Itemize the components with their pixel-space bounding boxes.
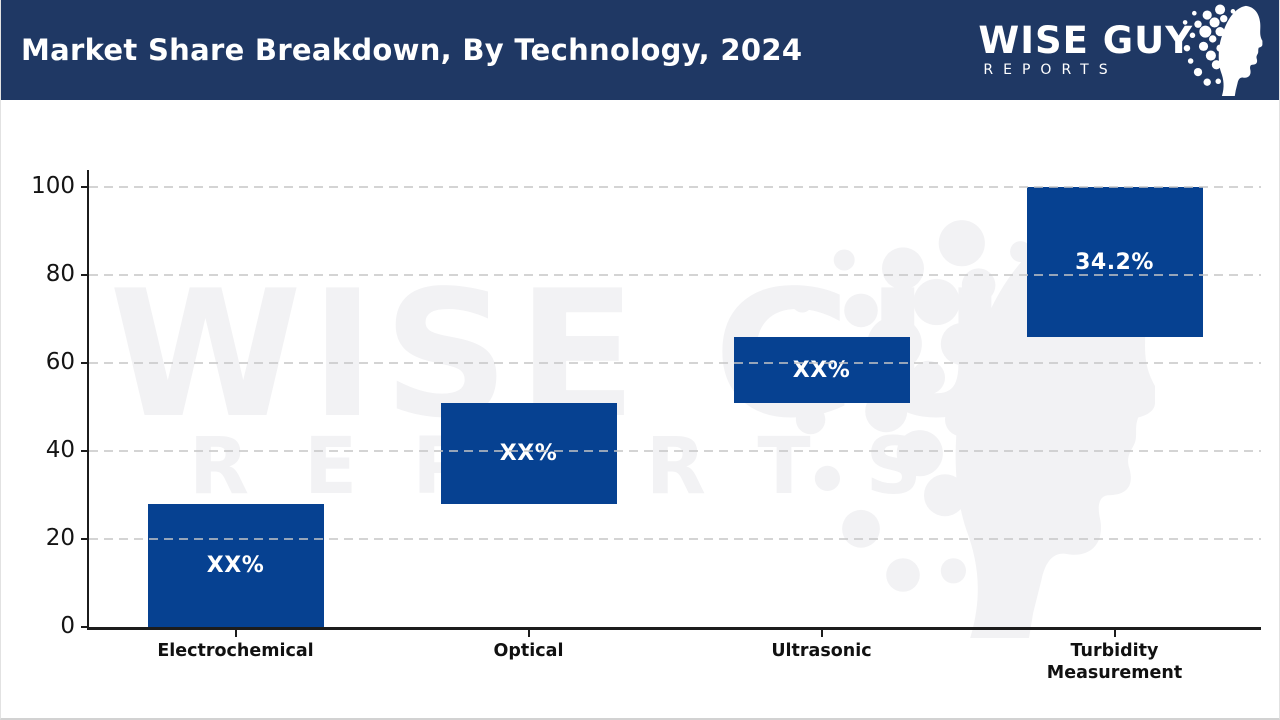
x-axis-tick bbox=[1113, 630, 1116, 637]
x-tick-label: Ultrasonic bbox=[771, 641, 872, 661]
y-tick-label: 40 bbox=[45, 437, 75, 463]
y-tick-label: 0 bbox=[60, 613, 75, 639]
bar-value-label: XX% bbox=[206, 552, 265, 578]
y-axis-tick bbox=[81, 274, 89, 276]
y-gridline bbox=[89, 186, 1261, 188]
x-axis-line bbox=[87, 627, 1261, 630]
x-tick-label: Optical bbox=[493, 641, 564, 661]
y-gridline bbox=[89, 450, 1261, 452]
logo-subtitle: REPORTS bbox=[983, 62, 1118, 78]
y-tick-label: 60 bbox=[45, 349, 75, 375]
logo-text: WISE GUY REPORTS bbox=[978, 22, 1193, 78]
x-axis-tick bbox=[527, 630, 530, 637]
chart-title: Market Share Breakdown, By Technology, 2… bbox=[21, 33, 803, 67]
logo-wordmark: WISE GUY bbox=[978, 19, 1193, 62]
y-tick-label: 100 bbox=[31, 173, 75, 199]
x-tick-label: Electrochemical bbox=[157, 641, 314, 661]
y-axis-tick bbox=[81, 186, 89, 188]
header-bar: Market Share Breakdown, By Technology, 2… bbox=[1, 0, 1279, 100]
bar-turbidity-measurement: 34.2% bbox=[1026, 187, 1203, 338]
bar-value-label: 34.2% bbox=[1075, 249, 1154, 275]
y-axis-tick bbox=[81, 450, 89, 452]
y-axis-tick bbox=[81, 538, 89, 540]
y-tick-label: 80 bbox=[45, 261, 75, 287]
y-axis-line bbox=[87, 170, 89, 630]
bar-value-label: XX% bbox=[499, 440, 558, 466]
logo-head-icon bbox=[1182, 4, 1263, 96]
y-tick-label: 20 bbox=[45, 525, 75, 551]
bar-value-label: XX% bbox=[792, 357, 851, 383]
x-axis-tick bbox=[820, 630, 823, 637]
bar-optical: XX% bbox=[440, 402, 617, 504]
x-axis-tick bbox=[234, 630, 237, 637]
wise-guy-logo: WISE GUY REPORTS bbox=[978, 4, 1263, 96]
x-tick-label: Turbidity Measurement bbox=[1046, 641, 1183, 683]
y-gridline bbox=[89, 362, 1261, 364]
bar-ultrasonic: XX% bbox=[733, 337, 910, 403]
bar-electrochemical: XX% bbox=[147, 503, 324, 627]
y-axis-tick bbox=[81, 626, 89, 628]
y-axis-tick bbox=[81, 362, 89, 364]
y-gridline bbox=[89, 538, 1261, 540]
y-gridline bbox=[89, 274, 1261, 276]
